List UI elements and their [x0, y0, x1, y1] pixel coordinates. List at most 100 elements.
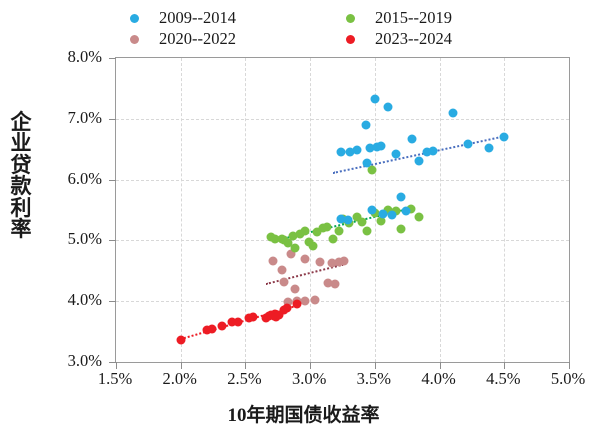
data-point: [414, 212, 424, 222]
x-axis-tick-label: 3.5%: [356, 369, 392, 388]
y-axis-tick-label: 5.0%: [67, 229, 102, 249]
data-point: [334, 257, 344, 267]
data-point: [323, 278, 333, 288]
plot-area: [109, 57, 570, 369]
gridline-vertical: [504, 58, 506, 362]
data-point: [406, 204, 416, 214]
gridline-vertical: [245, 58, 247, 362]
data-point: [290, 243, 300, 253]
y-axis-tick: [109, 240, 116, 242]
legend-item-2023-2024[interactable]: 2023--2024: [346, 29, 452, 49]
y-axis-title-char: 率: [10, 217, 32, 242]
x-axis-tick-label: 4.5%: [486, 369, 521, 388]
data-point: [339, 256, 349, 266]
x-axis-tick: [310, 362, 312, 369]
y-axis-tick-label: 8.0%: [67, 47, 102, 66]
data-point: [268, 256, 278, 266]
data-point: [383, 102, 393, 112]
x-axis-tick-label: 2.5%: [227, 369, 262, 388]
data-point: [387, 210, 397, 220]
plot-inner: [116, 58, 569, 362]
y-axis-tick-label: 3.0%: [67, 351, 102, 370]
x-axis-tick: [504, 362, 506, 369]
legend-swatch-red-icon: [346, 34, 355, 44]
data-point: [396, 224, 406, 234]
data-point: [383, 205, 393, 215]
x-axis-tick: [245, 362, 247, 369]
data-point: [312, 227, 322, 237]
data-point: [176, 335, 186, 344]
data-point: [357, 217, 367, 227]
y-axis-tick: [109, 179, 116, 181]
data-point: [279, 277, 289, 287]
y-axis-tick-label: 6.0%: [67, 168, 102, 188]
y-axis-title-char: 业: [10, 131, 32, 156]
y-axis-tick-label: 4.0%: [67, 290, 102, 310]
gridline-vertical: [180, 58, 182, 362]
data-point: [343, 215, 353, 225]
y-axis-tick: [109, 362, 116, 363]
x-axis-tick-label: 1.5%: [97, 369, 133, 388]
data-point: [367, 165, 377, 175]
data-point: [362, 226, 372, 236]
data-point: [227, 317, 237, 327]
data-point: [233, 317, 243, 327]
y-axis-title-char: 利: [10, 195, 32, 220]
chart-legend: 2009--2014 2020--2022 2015--2019 2023--2…: [118, 6, 518, 48]
data-point: [292, 299, 302, 309]
data-point: [391, 206, 401, 216]
data-point: [407, 134, 417, 144]
data-point: [352, 145, 362, 155]
data-point: [328, 234, 338, 244]
y-axis-tick: [109, 301, 116, 303]
legend-swatch-green-icon: [346, 13, 355, 23]
data-point: [330, 279, 340, 289]
legend-item-2009-2014[interactable]: 2009--2014: [130, 8, 236, 28]
data-point: [448, 108, 457, 118]
x-axis-tick: [439, 362, 441, 369]
data-point: [283, 297, 293, 307]
data-point: [202, 325, 212, 335]
data-point: [295, 229, 305, 239]
legend-label: 2015--2019: [375, 8, 452, 27]
data-point: [315, 257, 325, 267]
y-axis-tick: [109, 58, 116, 59]
data-point: [401, 206, 411, 216]
legend-swatch-blue-icon: [130, 13, 139, 23]
data-point: [327, 258, 337, 268]
data-point: [336, 214, 346, 223]
x-axis-tick: [180, 362, 182, 369]
data-point: [422, 147, 432, 157]
data-point: [308, 241, 318, 251]
data-point: [361, 120, 371, 130]
data-point: [334, 226, 344, 236]
gridline-vertical: [310, 58, 312, 362]
data-point: [264, 311, 274, 321]
data-point: [274, 310, 284, 320]
x-axis-tick: [116, 362, 117, 369]
data-point: [310, 295, 320, 305]
trendline-2009--2014: [333, 135, 508, 175]
y-axis-title: 企业贷款利率: [6, 111, 36, 242]
data-point: [345, 147, 355, 157]
data-point: [217, 321, 227, 331]
data-point: [270, 234, 280, 244]
data-point: [378, 209, 388, 219]
data-point: [370, 94, 380, 104]
legend-label: 2009--2014: [159, 8, 236, 27]
data-point: [322, 222, 332, 232]
data-point: [300, 226, 310, 236]
legend-item-2015-2019[interactable]: 2015--2019: [346, 8, 452, 28]
x-axis-tick: [374, 362, 376, 369]
gridline-horizontal: [116, 179, 569, 181]
data-point: [286, 249, 296, 259]
data-point: [283, 238, 293, 248]
x-axis-tick-label: 2.0%: [162, 369, 197, 388]
data-point: [367, 205, 377, 215]
data-point: [282, 303, 292, 313]
data-point: [300, 296, 310, 306]
x-axis-tick-label: 3.0%: [291, 369, 327, 388]
legend-item-2020-2022[interactable]: 2020--2022: [130, 29, 236, 49]
data-point: [362, 158, 372, 168]
